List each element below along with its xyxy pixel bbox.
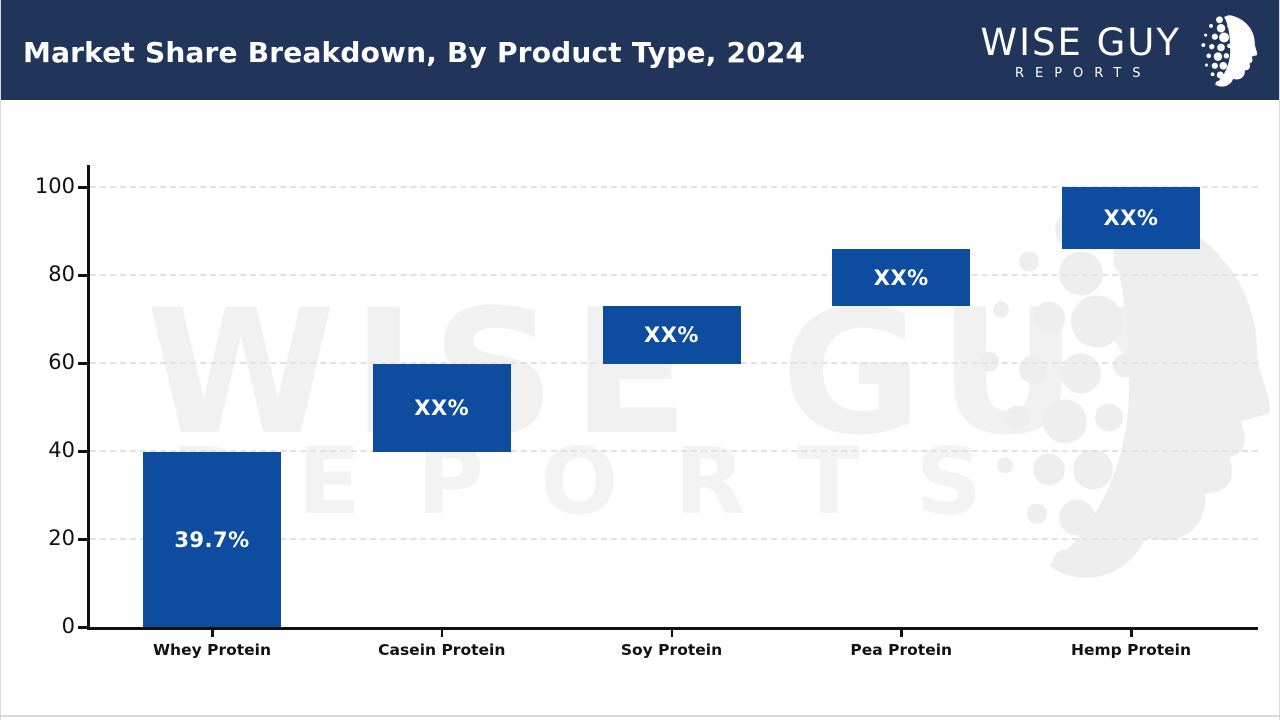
y-tick-mark xyxy=(78,274,87,277)
x-category-label: Pea Protein xyxy=(850,641,953,659)
y-tick-mark xyxy=(78,186,87,189)
y-tick-label: 80 xyxy=(48,262,75,286)
y-tick-label: 20 xyxy=(48,526,75,550)
bottom-border xyxy=(1,715,1279,717)
y-tick-mark xyxy=(78,538,87,541)
gridline-40 xyxy=(90,450,1258,452)
logo-face-icon xyxy=(1201,15,1258,87)
logo-subtitle: REPORTS xyxy=(1014,65,1152,81)
y-tick-mark xyxy=(78,362,87,365)
x-tick-mark xyxy=(440,629,444,637)
gridline-20 xyxy=(90,538,1258,540)
x-category-label: Casein Protein xyxy=(378,641,506,659)
x-axis xyxy=(87,627,1258,630)
x-category-label: Soy Protein xyxy=(620,641,723,659)
y-tick-mark xyxy=(78,450,87,453)
y-tick-label: 0 xyxy=(61,614,75,638)
chart-title: Market Share Breakdown, By Product Type,… xyxy=(23,36,806,69)
bar-value-label: XX% xyxy=(873,265,929,290)
bar-value-label: 39.7% xyxy=(174,527,250,552)
x-category-label: Hemp Protein xyxy=(1070,641,1192,659)
y-tick-label: 40 xyxy=(48,438,75,462)
header: Market Share Breakdown, By Product Type,… xyxy=(1,0,1279,100)
bar-whey-protein: 39.7% xyxy=(143,452,281,627)
watermark-subtitle: REPORTS xyxy=(171,428,1039,535)
bar-value-label: XX% xyxy=(414,396,470,421)
y-axis xyxy=(87,165,90,629)
gridline-80 xyxy=(90,274,1258,276)
watermark-face-icon xyxy=(979,205,1270,578)
bar-value-label: XX% xyxy=(644,323,699,348)
y-tick-label: 60 xyxy=(48,350,75,374)
x-tick-mark xyxy=(900,629,903,637)
x-tick-mark xyxy=(670,629,673,637)
bar-pea-protein: XX% xyxy=(832,249,971,307)
y-tick-label: 100 xyxy=(34,174,75,198)
bar-casein-protein: XX% xyxy=(372,364,511,453)
x-tick-mark xyxy=(1130,629,1133,637)
wise-guy-logo: WISE GUY REPORTS xyxy=(981,6,1267,98)
bar-soy-protein: XX% xyxy=(602,306,741,365)
x-category-label: Whey Protein xyxy=(152,641,272,659)
bar-hemp-protein: XX% xyxy=(1062,187,1200,250)
y-tick-mark xyxy=(78,626,87,629)
x-tick-mark xyxy=(211,629,214,637)
gridline-100 xyxy=(90,186,1258,188)
logo-wordmark: WISE GUY xyxy=(980,20,1181,64)
bar-value-label: XX% xyxy=(1103,206,1159,231)
